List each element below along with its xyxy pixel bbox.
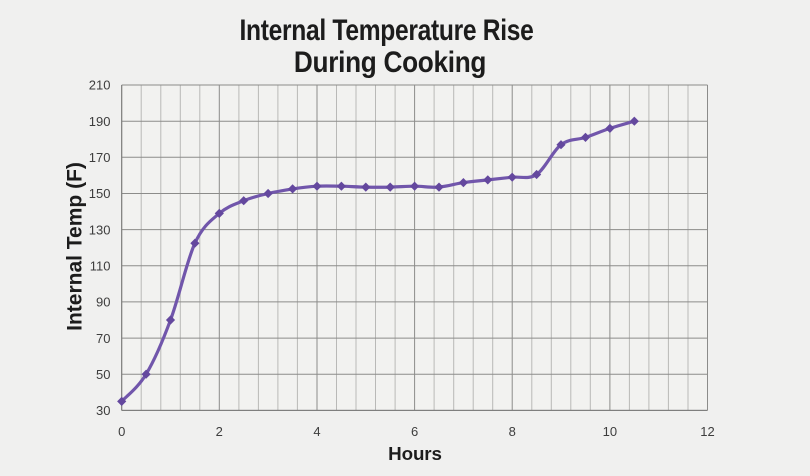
svg-text:90: 90 [96,295,110,310]
svg-text:6: 6 [411,424,418,439]
svg-text:50: 50 [96,367,110,382]
svg-text:10: 10 [603,424,617,439]
svg-text:130: 130 [89,222,111,237]
svg-text:110: 110 [90,259,111,274]
svg-text:70: 70 [96,331,110,346]
svg-text:Internal Temp (F): Internal Temp (F) [64,162,87,331]
svg-text:2: 2 [216,424,223,439]
svg-text:170: 170 [89,150,111,165]
svg-text:4: 4 [313,424,320,439]
svg-text:8: 8 [509,424,516,439]
svg-text:Internal Temperature Rise: Internal Temperature Rise [239,13,533,47]
svg-text:190: 190 [89,114,111,129]
svg-text:Hours: Hours [388,443,442,464]
svg-text:210: 210 [89,78,111,93]
svg-text:30: 30 [96,403,110,418]
svg-text:During Cooking: During Cooking [294,46,486,79]
svg-text:12: 12 [700,424,714,439]
svg-text:0: 0 [118,424,125,439]
svg-text:150: 150 [89,186,111,201]
